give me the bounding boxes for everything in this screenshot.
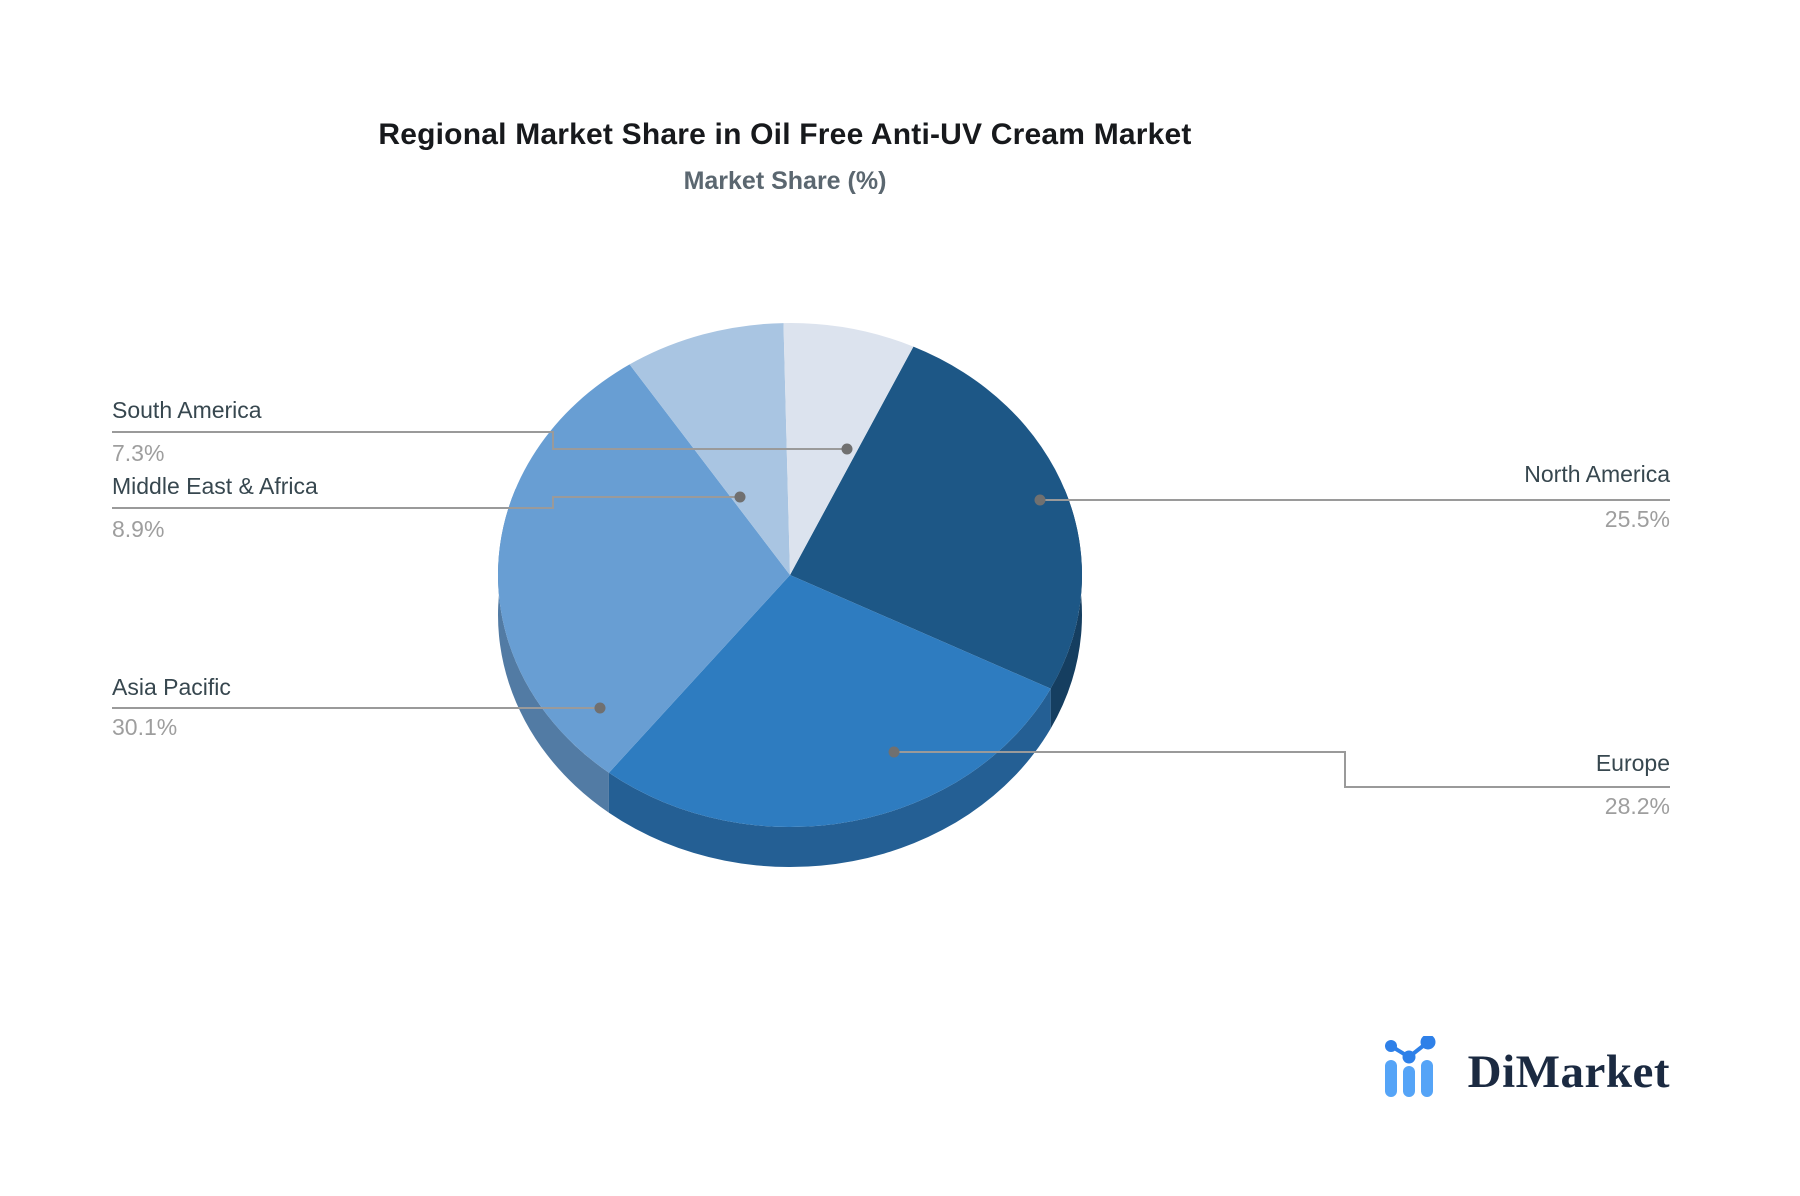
pie-segment-side-europe — [608, 688, 1051, 868]
leader-line-middle-east-africa — [112, 496, 740, 509]
bar-line-chart-icon — [1384, 1036, 1436, 1097]
leader-dot-middle-east-africa — [734, 491, 746, 503]
label-europe: Europe — [1595, 750, 1670, 776]
leader-dot-north-america — [1034, 494, 1046, 506]
leader-dot-europe — [888, 746, 900, 758]
value-north-america: 25.5% — [1604, 506, 1670, 532]
value-asia-pacific: 30.1% — [112, 714, 178, 740]
value-south-america: 7.3% — [112, 440, 165, 466]
chart-title: Regional Market Share in Oil Free Anti-U… — [378, 118, 1192, 151]
leader-dot-south-america — [841, 443, 853, 455]
value-middle-east-africa: 8.9% — [112, 516, 165, 542]
label-north-america: North America — [1524, 461, 1670, 487]
pie-segment-asia-pacific[interactable] — [498, 364, 790, 773]
brand-logo: DiMarket — [1382, 1036, 1670, 1098]
value-europe: 28.2% — [1604, 793, 1670, 819]
leader-line-europe — [894, 751, 1670, 788]
pie-segment-north-america[interactable] — [790, 346, 1082, 689]
pie-segment-europe[interactable] — [608, 575, 1051, 828]
label-middle-east-africa: Middle East & Africa — [112, 473, 318, 499]
brand-name: DiMarket — [1467, 1046, 1670, 1098]
leader-dot-asia-pacific — [594, 702, 606, 714]
label-south-america: South America — [112, 397, 262, 423]
leader-line-south-america — [112, 431, 847, 450]
label-asia-pacific: Asia Pacific — [112, 674, 231, 700]
chart-subtitle: Market Share (%) — [683, 167, 887, 195]
